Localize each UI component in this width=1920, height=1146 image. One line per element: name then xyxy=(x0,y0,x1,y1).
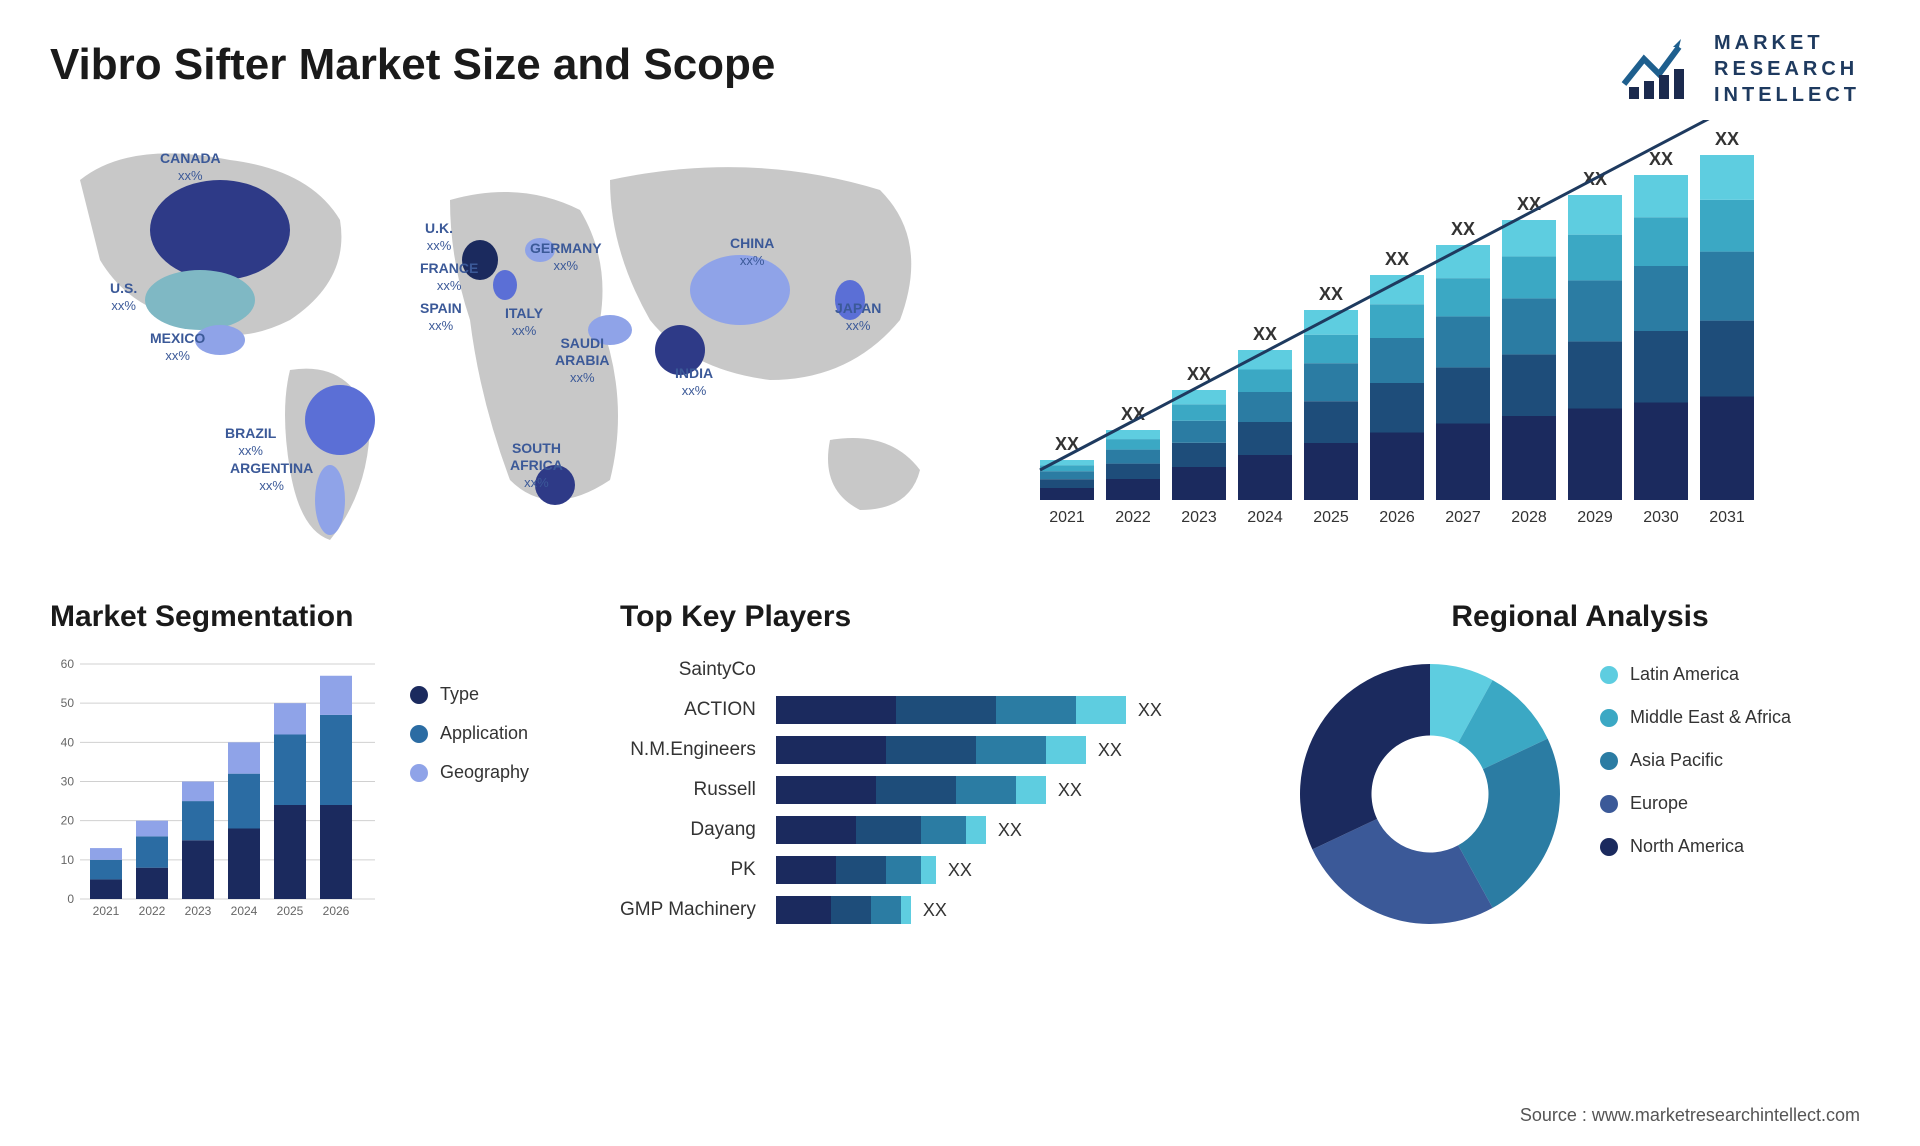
player-bar-row: XX xyxy=(776,894,1260,926)
world-map: CANADAxx% U.S.xx% MEXICOxx% BRAZILxx%ARGENT… xyxy=(50,120,970,550)
player-names: SaintyCo ACTION N.M.Engineers Russell Dayang… xyxy=(620,654,756,926)
player-name: SaintyCo xyxy=(620,654,756,686)
region-legend-item: Europe xyxy=(1600,793,1791,814)
svg-text:2026: 2026 xyxy=(323,904,350,918)
svg-text:0: 0 xyxy=(67,892,74,906)
region-legend-item: Asia Pacific xyxy=(1600,750,1791,771)
brand-logo: MARKET RESEARCH INTELLECT xyxy=(1619,30,1860,108)
map-label-china: CHINAxx% xyxy=(730,235,774,269)
logo-icon xyxy=(1619,39,1699,99)
svg-text:10: 10 xyxy=(61,853,75,867)
svg-text:XX: XX xyxy=(1451,219,1475,239)
player-value: XX xyxy=(948,860,972,881)
map-label-argentina: ARGENTINAxx% xyxy=(230,460,313,494)
svg-text:2025: 2025 xyxy=(1313,509,1349,526)
map-label-japan: JAPANxx% xyxy=(835,300,881,334)
svg-text:XX: XX xyxy=(1253,324,1277,344)
svg-text:2027: 2027 xyxy=(1445,509,1481,526)
svg-text:2031: 2031 xyxy=(1709,509,1745,526)
player-value: XX xyxy=(998,820,1022,841)
segmentation-legend: Type Application Geography xyxy=(410,654,529,924)
svg-text:2024: 2024 xyxy=(231,904,258,918)
player-value: XX xyxy=(923,900,947,921)
svg-text:2021: 2021 xyxy=(1049,509,1085,526)
map-label-u-s-: U.S.xx% xyxy=(110,280,137,314)
svg-text:2028: 2028 xyxy=(1511,509,1547,526)
player-bars: XXXXXXXXXXXX xyxy=(776,654,1260,926)
map-label-germany: GERMANYxx% xyxy=(530,240,602,274)
seg-legend-application: Application xyxy=(410,723,529,744)
player-value: XX xyxy=(1098,740,1122,761)
growth-bar-chart: XX 2021 XX 2022 XX 2023 XX 2024 XX 2025 XX 2026 XX 20… xyxy=(1010,120,1870,550)
logo-line1: MARKET xyxy=(1714,30,1860,56)
seg-legend-type: Type xyxy=(410,684,529,705)
seg-legend-geography: Geography xyxy=(410,762,529,783)
page-title: Vibro Sifter Market Size and Scope xyxy=(50,40,1870,90)
player-name: PK xyxy=(620,854,756,886)
svg-text:2023: 2023 xyxy=(1181,509,1217,526)
map-label-france: FRANCExx% xyxy=(420,260,478,294)
player-name: ACTION xyxy=(620,694,756,726)
player-bar-row: XX xyxy=(776,774,1260,806)
logo-line3: INTELLECT xyxy=(1714,82,1860,108)
player-bar-row: XX xyxy=(776,854,1260,886)
map-label-canada: CANADAxx% xyxy=(160,150,221,184)
player-bar-row: XX xyxy=(776,694,1260,726)
svg-text:20: 20 xyxy=(61,814,75,828)
region-legend-item: Middle East & Africa xyxy=(1600,707,1791,728)
region-legend-item: North America xyxy=(1600,836,1791,857)
regional-donut xyxy=(1290,654,1570,934)
source-credit: Source : www.marketresearchintellect.com xyxy=(1520,1105,1860,1126)
segmentation-title: Market Segmentation xyxy=(50,600,590,634)
svg-text:XX: XX xyxy=(1649,149,1673,169)
regional-legend: Latin America Middle East & Africa Asia Pa… xyxy=(1600,654,1791,857)
player-name: N.M.Engineers xyxy=(620,734,756,766)
svg-text:50: 50 xyxy=(61,696,75,710)
svg-text:XX: XX xyxy=(1385,249,1409,269)
svg-text:2024: 2024 xyxy=(1247,509,1283,526)
player-bar-row: XX xyxy=(776,734,1260,766)
svg-text:2021: 2021 xyxy=(93,904,120,918)
svg-text:2023: 2023 xyxy=(185,904,212,918)
player-value: XX xyxy=(1138,700,1162,721)
segmentation-chart: 0 10 20 30 40 50 60 2021 2022 2023 2024 2025 2026 xyxy=(50,654,380,924)
svg-text:2029: 2029 xyxy=(1577,509,1613,526)
logo-line2: RESEARCH xyxy=(1714,56,1860,82)
player-name: Dayang xyxy=(620,814,756,846)
player-bar-row: XX xyxy=(776,814,1260,846)
map-label-mexico: MEXICOxx% xyxy=(150,330,205,364)
svg-text:2022: 2022 xyxy=(1115,509,1151,526)
player-name: Russell xyxy=(620,774,756,806)
svg-text:2022: 2022 xyxy=(139,904,166,918)
regional-title: Regional Analysis xyxy=(1290,600,1870,634)
svg-text:40: 40 xyxy=(61,735,75,749)
map-label-spain: SPAINxx% xyxy=(420,300,462,334)
map-label-u-k-: U.K.xx% xyxy=(425,220,453,254)
map-label-south-africa: SOUTHAFRICAxx% xyxy=(510,440,563,490)
svg-text:30: 30 xyxy=(61,775,75,789)
player-name: GMP Machinery xyxy=(620,894,756,926)
map-label-saudi-arabia: SAUDIARABIAxx% xyxy=(555,335,609,385)
svg-text:2025: 2025 xyxy=(277,904,304,918)
players-title: Top Key Players xyxy=(620,600,1260,634)
svg-text:XX: XX xyxy=(1715,129,1739,149)
region-legend-item: Latin America xyxy=(1600,664,1791,685)
map-label-india: INDIAxx% xyxy=(675,365,713,399)
svg-text:XX: XX xyxy=(1517,194,1541,214)
map-label-italy: ITALYxx% xyxy=(505,305,543,339)
player-value: XX xyxy=(1058,780,1082,801)
svg-text:2026: 2026 xyxy=(1379,509,1415,526)
svg-text:2030: 2030 xyxy=(1643,509,1679,526)
map-label-brazil: BRAZILxx% xyxy=(225,425,276,459)
svg-text:60: 60 xyxy=(61,657,75,671)
svg-text:XX: XX xyxy=(1319,284,1343,304)
